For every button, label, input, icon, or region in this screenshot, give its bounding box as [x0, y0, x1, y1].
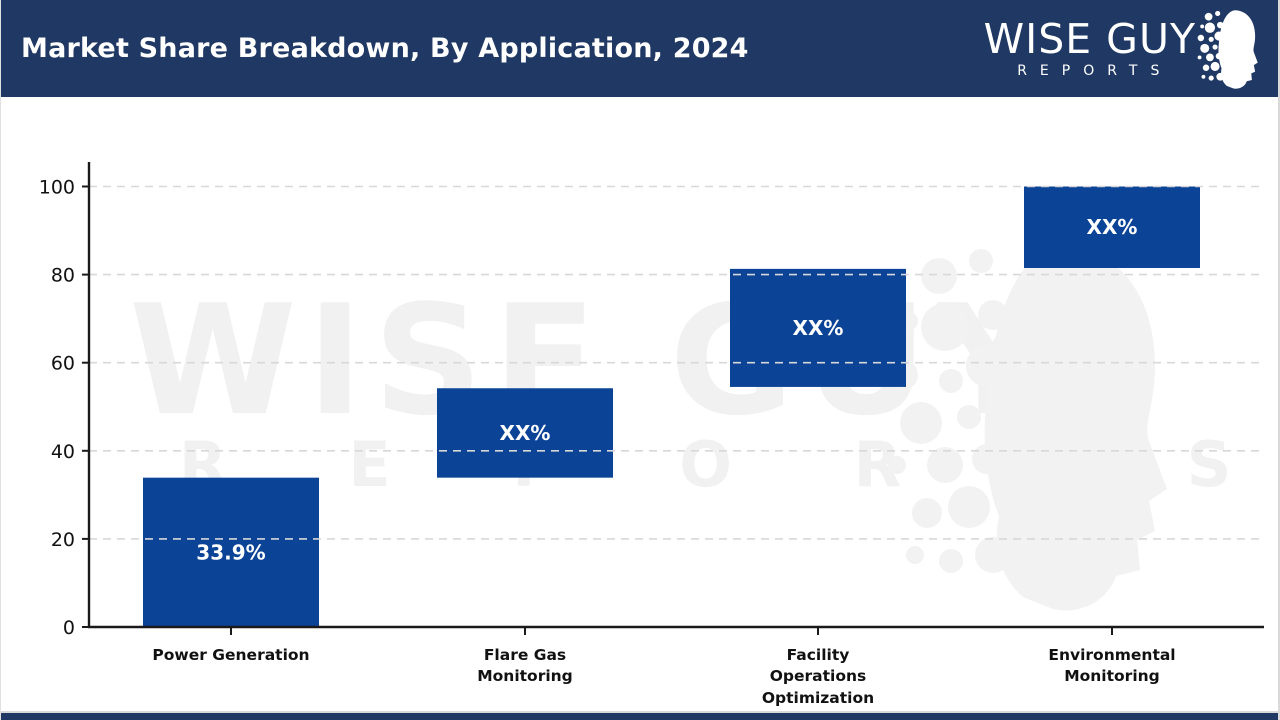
footer-strip — [1, 713, 1278, 720]
footer-hairline — [1, 711, 1278, 713]
category-label-3: Facility Operations Optimization — [761, 646, 875, 707]
category-label-4: Environmental Monitoring — [1048, 646, 1176, 686]
bar-3 — [730, 268, 906, 387]
bar-value-label-2: XX% — [500, 421, 551, 445]
brand-subname: REPORTS — [1017, 63, 1173, 79]
bar-value-label-1: 33.9% — [196, 540, 265, 564]
category-label-2: Flare Gas Monitoring — [477, 646, 573, 686]
brand-logo: WISE GUY REPORTS — [984, 7, 1264, 91]
bar-4 — [1024, 186, 1200, 268]
brand-head-icon — [1197, 9, 1258, 89]
y-tick-label-40: 40 — [51, 441, 75, 463]
y-tick-label-0: 0 — [63, 617, 75, 639]
y-tick-label-60: 60 — [51, 353, 75, 375]
brand-name: WISE GUY — [983, 15, 1196, 63]
bar-value-label-4: XX% — [1087, 215, 1138, 239]
bar-2 — [437, 388, 613, 478]
watermark-head-icon — [888, 246, 1167, 611]
bar-value-label-3: XX% — [793, 316, 844, 340]
category-label-1: Power Generation — [152, 646, 310, 664]
y-tick-label-100: 100 — [39, 177, 75, 199]
page-title: Market Share Breakdown, By Application, … — [21, 33, 749, 64]
waterfall-chart: 33.9% XX% XX% XX% 0 20 40 60 80 100 — [39, 162, 1264, 639]
y-tick-label-80: 80 — [51, 265, 75, 287]
bar-1 — [143, 477, 319, 627]
chart-area: 33.9% XX% XX% XX% 0 20 40 60 80 100 Power Generat… — [1, 97, 1278, 720]
y-tick-label-20: 20 — [51, 529, 75, 551]
brand-logo-text: WISE GUY REPORTS — [983, 15, 1196, 79]
header-bar: Market Share Breakdown, By Application, … — [1, 0, 1278, 97]
